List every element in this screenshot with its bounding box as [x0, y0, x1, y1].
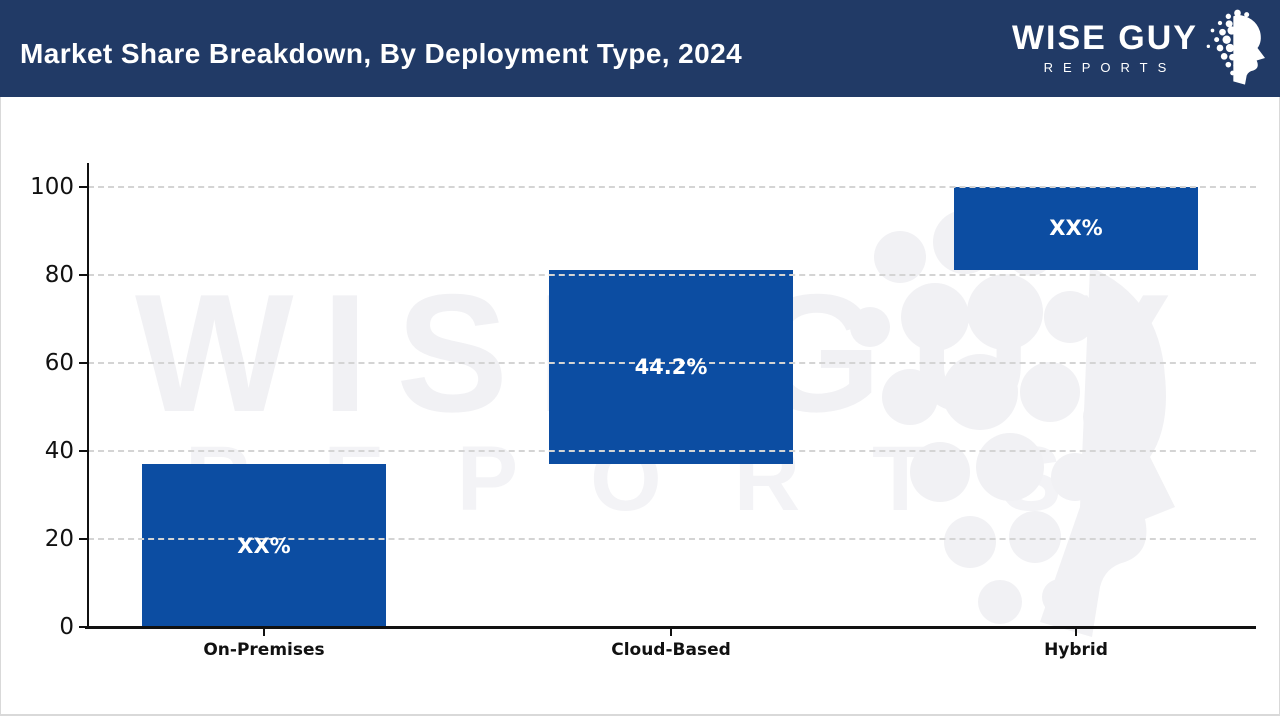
- y-axis-tick-label: 0: [59, 614, 74, 640]
- x-tickmark-1: [670, 629, 672, 636]
- x-tickmark-2: [1075, 629, 1077, 636]
- gridline-20: [88, 538, 1256, 540]
- y-tickmark-100: [79, 186, 87, 188]
- x-axis-label-on-premises: On-Premises: [203, 640, 325, 660]
- wise-guy-logo: WISE GUY REPORTS: [1012, 8, 1270, 88]
- x-axis-label-hybrid: Hybrid: [1044, 640, 1108, 660]
- y-tickmark-20: [79, 538, 87, 540]
- bar-on-premises: [142, 464, 386, 627]
- logo-wiseguy-text: WISE GUY: [1011, 19, 1198, 57]
- x-axis-spine: [85, 626, 1256, 629]
- y-tickmark-40: [79, 450, 87, 452]
- x-axis-label-cloud-based: Cloud-Based: [611, 640, 731, 660]
- gridline-100: [88, 186, 1256, 188]
- header: Market Share Breakdown, By Deployment Ty…: [0, 0, 1280, 97]
- bar-value-label: 44.2%: [634, 354, 708, 379]
- logo-head-icon: [1206, 9, 1265, 85]
- y-axis-tick-label: 100: [30, 174, 74, 200]
- y-axis-tick-label: 40: [44, 438, 74, 464]
- gridline-80: [88, 274, 1256, 276]
- y-axis-tick-label: 60: [44, 350, 74, 376]
- bar-value-label: XX%: [1049, 216, 1103, 241]
- y-tickmark-60: [79, 362, 87, 364]
- frame-left-border: [0, 97, 1, 715]
- bar-value-label: XX%: [237, 533, 291, 558]
- gridline-60: [88, 362, 1256, 364]
- chart-title: Market Share Breakdown, By Deployment Ty…: [20, 37, 743, 69]
- x-tickmark-0: [263, 629, 265, 636]
- y-axis-tick-label: 80: [44, 262, 74, 288]
- y-tickmark-0: [79, 626, 87, 628]
- y-axis-tick-label: 20: [44, 526, 74, 552]
- frame-bottom-border: [0, 714, 1280, 716]
- y-tickmark-80: [79, 274, 87, 276]
- bar-cloud-based: [549, 269, 793, 465]
- logo-reports-text: REPORTS: [1043, 60, 1177, 75]
- y-axis-spine: [87, 163, 89, 629]
- gridline-40: [88, 450, 1256, 452]
- logo-text: WISE GUY REPORTS: [1012, 21, 1198, 75]
